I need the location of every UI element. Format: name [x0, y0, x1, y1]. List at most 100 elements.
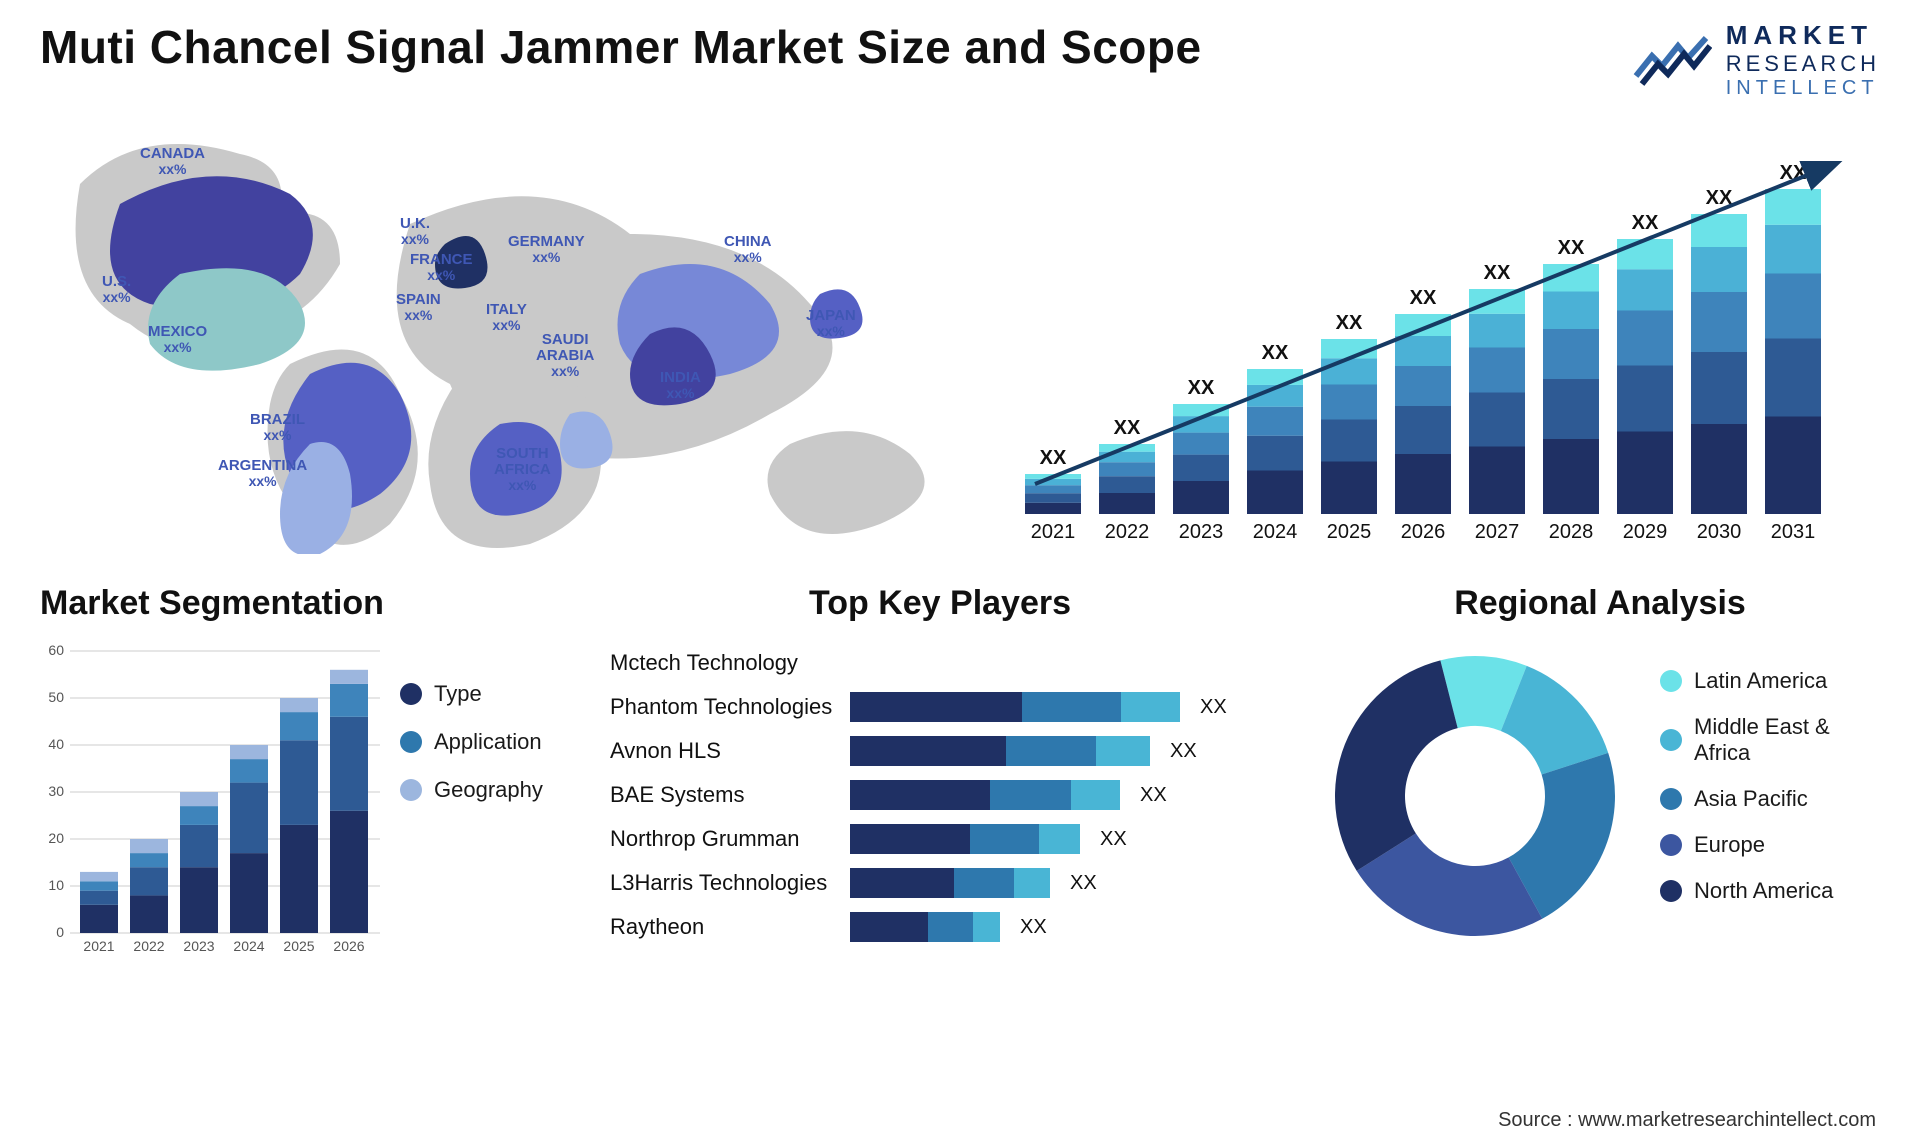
svg-text:XX: XX — [1188, 377, 1215, 399]
svg-text:2022: 2022 — [1105, 521, 1150, 543]
legend-item: Europe — [1660, 832, 1833, 858]
player-name: Avnon HLS — [610, 738, 840, 764]
legend-item: North America — [1660, 878, 1833, 904]
svg-text:2024: 2024 — [233, 938, 264, 954]
segmentation-title: Market Segmentation — [40, 584, 560, 623]
player-name: Northrop Grumman — [610, 826, 840, 852]
segmentation-legend: Type Application Geography — [400, 641, 543, 825]
legend-item: Asia Pacific — [1660, 786, 1833, 812]
player-value: XX — [1020, 916, 1047, 939]
regional-donut-chart — [1320, 641, 1630, 951]
player-name: Mctech Technology — [610, 650, 840, 676]
player-name: L3Harris Technologies — [610, 870, 840, 896]
map-label: FRANCExx% — [410, 252, 473, 282]
svg-text:2022: 2022 — [133, 938, 164, 954]
page-title: Muti Chancel Signal Jammer Market Size a… — [40, 20, 1202, 74]
players-panel: Top Key Players Mctech Technology Phantom… — [610, 584, 1270, 1004]
map-label: BRAZILxx% — [250, 412, 305, 442]
logo-mark-icon — [1632, 30, 1712, 90]
player-row: L3Harris Technologies XX — [610, 861, 1270, 905]
svg-text:XX: XX — [1114, 417, 1141, 439]
map-label: ARGENTINAxx% — [218, 458, 307, 488]
map-label: JAPANxx% — [806, 308, 856, 338]
map-label: U.S.xx% — [102, 274, 131, 304]
map-label: SAUDIARABIAxx% — [536, 332, 594, 378]
svg-text:40: 40 — [48, 736, 64, 752]
player-row: Phantom TechnologiesXX — [610, 685, 1270, 729]
player-row: Raytheon XX — [610, 905, 1270, 949]
player-value: XX — [1140, 784, 1167, 807]
svg-text:XX: XX — [1558, 237, 1585, 259]
map-label: CHINAxx% — [724, 234, 772, 264]
world-map-panel: CANADAxx% U.S.xx% MEXICOxx% BRAZILxx% ARGENT… — [40, 124, 960, 554]
legend-item: Type — [400, 681, 543, 707]
svg-text:2031: 2031 — [1771, 521, 1816, 543]
svg-text:2026: 2026 — [333, 938, 364, 954]
svg-text:2025: 2025 — [283, 938, 314, 954]
svg-text:2025: 2025 — [1327, 521, 1372, 543]
svg-text:2023: 2023 — [183, 938, 214, 954]
map-label: U.K.xx% — [400, 216, 430, 246]
regional-panel: Regional Analysis Latin America Middle Ea… — [1320, 584, 1880, 1004]
svg-text:10: 10 — [48, 877, 64, 893]
player-name: Raytheon — [610, 914, 840, 940]
logo-line3: INTELLECT — [1726, 77, 1880, 101]
player-value: XX — [1170, 740, 1197, 763]
player-row: Mctech Technology — [610, 641, 1270, 685]
player-row: Northrop Grumman XX — [610, 817, 1270, 861]
map-label: INDIAxx% — [660, 370, 701, 400]
logo-line2: RESEARCH — [1726, 51, 1880, 77]
svg-text:2023: 2023 — [1179, 521, 1224, 543]
svg-text:2030: 2030 — [1697, 521, 1742, 543]
svg-text:2029: 2029 — [1623, 521, 1668, 543]
svg-text:20: 20 — [48, 830, 64, 846]
map-label: MEXICOxx% — [148, 324, 207, 354]
svg-text:2027: 2027 — [1475, 521, 1520, 543]
segmentation-panel: Market Segmentation 0 10 20 30 40 50 60 2021 20… — [40, 584, 560, 1004]
svg-text:XX: XX — [1336, 312, 1363, 334]
player-row: BAE Systems XX — [610, 773, 1270, 817]
player-value: XX — [1100, 828, 1127, 851]
logo-line1: MARKET — [1726, 20, 1880, 51]
svg-text:XX: XX — [1040, 447, 1067, 469]
svg-text:XX: XX — [1410, 287, 1437, 309]
player-bar — [850, 824, 1080, 854]
brand-logo: MARKET RESEARCH INTELLECT — [1632, 20, 1880, 100]
player-bar — [850, 868, 1050, 898]
svg-text:2024: 2024 — [1253, 521, 1298, 543]
player-name: BAE Systems — [610, 782, 840, 808]
legend-item: Geography — [400, 777, 543, 803]
legend-item: Middle East &Africa — [1660, 714, 1833, 766]
map-label: CANADAxx% — [140, 146, 205, 176]
svg-text:2021: 2021 — [83, 938, 114, 954]
source-attribution: Source : www.marketresearchintellect.com — [1498, 1109, 1876, 1132]
svg-text:50: 50 — [48, 689, 64, 705]
legend-item: Latin America — [1660, 668, 1833, 694]
player-name: Phantom Technologies — [610, 694, 840, 720]
player-bar — [850, 912, 1000, 942]
player-bar — [850, 692, 1180, 722]
segmentation-bar-chart: 0 10 20 30 40 50 60 2021 2022 2023 2024 2025 2026 — [40, 641, 380, 961]
svg-text:0: 0 — [56, 924, 64, 940]
growth-chart-panel: XX 2021 XX 2022 XX 2023 XX 2024 XX 2025 XX 2026 XX 20… — [1000, 124, 1880, 554]
players-title: Top Key Players — [610, 584, 1270, 623]
svg-text:30: 30 — [48, 783, 64, 799]
svg-text:2026: 2026 — [1401, 521, 1446, 543]
svg-text:XX: XX — [1262, 342, 1289, 364]
regional-legend: Latin America Middle East &Africa Asia Pac… — [1660, 668, 1833, 924]
legend-item: Application — [400, 729, 543, 755]
map-label: SPAINxx% — [396, 292, 441, 322]
svg-text:2028: 2028 — [1549, 521, 1594, 543]
svg-text:2021: 2021 — [1031, 521, 1076, 543]
growth-bar-chart: XX 2021 XX 2022 XX 2023 XX 2024 XX 2025 XX 2026 XX 20… — [1000, 134, 1880, 554]
svg-text:60: 60 — [48, 642, 64, 658]
map-label: SOUTHAFRICAxx% — [494, 446, 551, 492]
regional-title: Regional Analysis — [1320, 584, 1880, 623]
map-label: GERMANYxx% — [508, 234, 585, 264]
player-bar — [850, 736, 1150, 766]
map-label: ITALYxx% — [486, 302, 527, 332]
player-value: XX — [1070, 872, 1097, 895]
svg-text:XX: XX — [1632, 212, 1659, 234]
player-row: Avnon HLS XX — [610, 729, 1270, 773]
player-bar — [850, 780, 1120, 810]
